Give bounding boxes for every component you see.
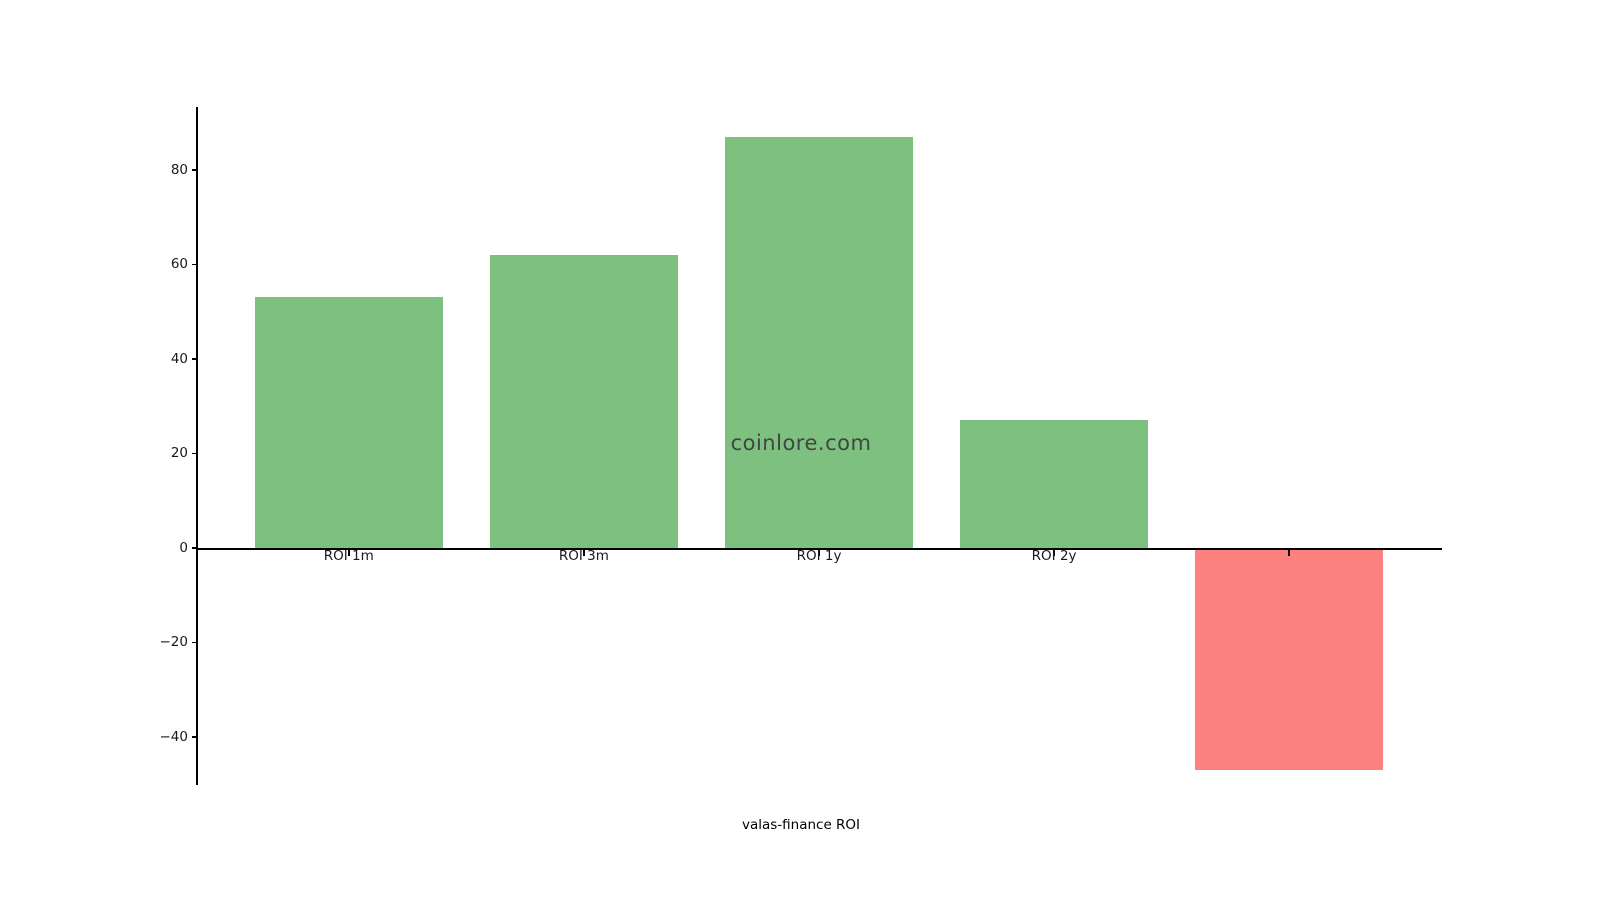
x-tick-mark [348,547,350,556]
bar-roi-1y [724,136,914,548]
y-tick-mark [191,169,196,171]
x-axis-line [196,548,1442,550]
y-tick-mark [191,736,196,738]
y-tick-mark [191,358,196,360]
y-tick-label: −20 [159,634,189,651]
x-tick-mark [1053,547,1055,556]
bar-roi-1m [254,297,443,548]
y-tick-label: 40 [170,350,188,367]
x-tick-label: ROI 2y [1031,548,1077,565]
watermark-text: coinlore.com [730,431,872,455]
y-tick-mark [191,547,196,549]
x-tick-label: ROI 3m [558,548,609,565]
y-tick-label: 60 [170,256,188,273]
x-tick-label: ROI 1y [796,548,842,565]
bar-roi-3m [489,254,678,548]
y-tick-mark [191,452,196,455]
chart-title: valas-finance ROI [741,817,861,833]
x-tick-mark [583,547,585,556]
y-tick-label: −40 [159,728,189,745]
y-tick-mark [191,263,196,266]
y-tick-label: 80 [170,161,188,178]
y-tick-label: 0 [179,539,188,556]
x-tick-mark [1288,547,1290,556]
x-tick-label: ROI 1m [323,548,374,565]
y-tick-label: 20 [170,445,188,462]
bar-index-4 [1195,547,1384,770]
x-tick-mark [818,547,820,556]
bar-roi-2y [960,420,1149,548]
y-tick-mark [191,641,196,644]
y-axis-line [196,107,198,785]
